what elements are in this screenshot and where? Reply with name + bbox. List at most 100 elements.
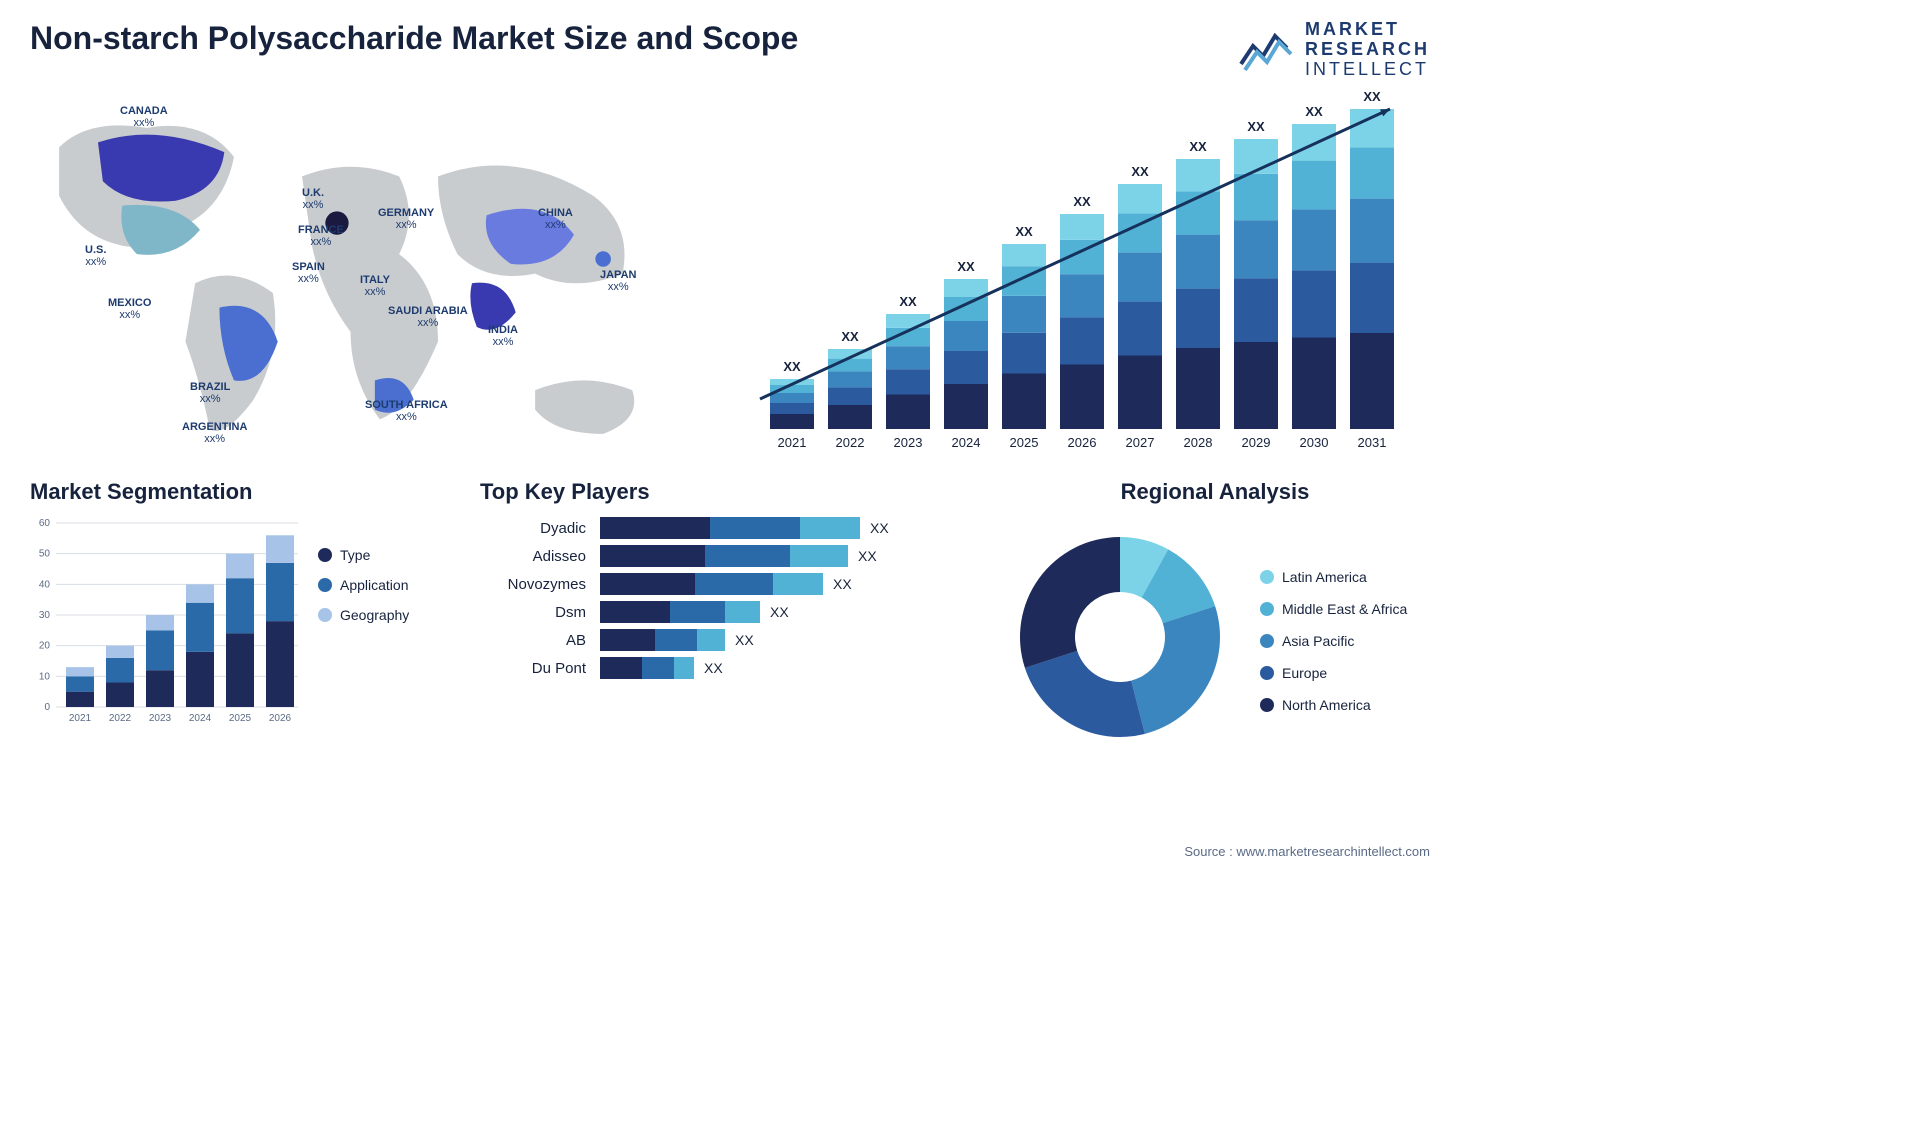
seg-bar-segment: [226, 554, 254, 579]
country-label: JAPANxx%: [600, 269, 636, 293]
growth-bar-segment: [1176, 289, 1220, 348]
seg-bar-segment: [106, 658, 134, 683]
player-bar-segment: [674, 657, 694, 679]
logo-line3: INTELLECT: [1305, 60, 1430, 80]
player-bar-segment: [773, 573, 823, 595]
legend-label: Latin America: [1282, 569, 1367, 585]
growth-bar-segment: [1176, 348, 1220, 429]
player-row: DsmXX: [480, 601, 970, 623]
country-label: SPAINxx%: [292, 261, 325, 285]
regional-panel: Regional Analysis Latin AmericaMiddle Ea…: [1000, 479, 1430, 757]
country-label: FRANCExx%: [298, 224, 344, 248]
regional-donut-svg: [1000, 517, 1240, 757]
player-row: ABXX: [480, 629, 970, 651]
seg-bar-segment: [66, 677, 94, 692]
seg-bar-segment: [266, 536, 294, 564]
player-value: XX: [860, 520, 889, 536]
growth-bar-segment: [1060, 365, 1104, 430]
growth-bar-segment: [944, 297, 988, 321]
growth-year-label: 2029: [1242, 435, 1271, 450]
player-bar-segment: [655, 629, 697, 651]
seg-bar-segment: [146, 615, 174, 630]
growth-bar-segment: [886, 314, 930, 328]
country-label: BRAZILxx%: [190, 381, 230, 405]
country-label: INDIAxx%: [488, 324, 518, 348]
growth-bar-segment: [944, 279, 988, 297]
country-label: CHINAxx%: [538, 207, 573, 231]
legend-swatch: [318, 608, 332, 622]
growth-bar-segment: [1176, 235, 1220, 289]
country-label: SOUTH AFRICAxx%: [365, 399, 448, 423]
player-value: XX: [848, 548, 877, 564]
seg-year-label: 2023: [149, 713, 172, 724]
legend-swatch: [1260, 634, 1274, 648]
growth-bar-segment: [886, 395, 930, 430]
growth-bar-segment: [1118, 214, 1162, 253]
growth-bar-segment: [1292, 338, 1336, 430]
logo-icon: [1239, 26, 1295, 74]
legend-item: North America: [1260, 697, 1407, 713]
legend-swatch: [1260, 666, 1274, 680]
growth-bar-segment: [1002, 244, 1046, 266]
players-panel: Top Key Players DyadicXXAdisseoXXNovozym…: [480, 479, 970, 757]
page-title: Non-starch Polysaccharide Market Size an…: [30, 20, 798, 57]
country-label: ITALYxx%: [360, 274, 390, 298]
growth-bar-segment: [1118, 253, 1162, 302]
growth-bar-value: XX: [957, 259, 975, 274]
seg-bar-segment: [146, 671, 174, 708]
player-bar: [600, 573, 823, 595]
legend-item: Application: [318, 577, 409, 593]
y-tick: 40: [39, 580, 51, 591]
player-row: Adisseo XX: [480, 545, 970, 567]
growth-bar-segment: [1234, 139, 1278, 174]
growth-bar-segment: [1002, 333, 1046, 374]
brand-logo: MARKET RESEARCH INTELLECT: [1239, 20, 1430, 79]
growth-bar-segment: [828, 372, 872, 388]
player-bar-segment: [697, 629, 725, 651]
seg-bar-segment: [106, 646, 134, 658]
growth-bar-value: XX: [1363, 89, 1381, 104]
segmentation-title: Market Segmentation: [30, 479, 450, 505]
growth-bar-segment: [828, 388, 872, 406]
seg-bar-segment: [226, 579, 254, 634]
legend-item: Type: [318, 547, 409, 563]
growth-bar-value: XX: [1015, 224, 1033, 239]
y-tick: 20: [39, 641, 51, 652]
legend-swatch: [318, 548, 332, 562]
legend-label: Type: [340, 547, 370, 563]
country-label: CANADAxx%: [120, 105, 168, 129]
players-title: Top Key Players: [480, 479, 970, 505]
growth-chart: XX2021XX2022XX2023XX2024XX2025XX2026XX20…: [750, 89, 1430, 469]
growth-year-label: 2028: [1184, 435, 1213, 450]
player-bar-segment: [790, 545, 848, 567]
source-text: Source : www.marketresearchintellect.com: [1184, 844, 1430, 859]
player-value: XX: [694, 660, 723, 676]
regional-title: Regional Analysis: [1000, 479, 1430, 505]
legend-item: Europe: [1260, 665, 1407, 681]
donut-slice: [1131, 606, 1220, 734]
seg-bar-segment: [266, 622, 294, 708]
segmentation-panel: Market Segmentation 01020304050602021202…: [30, 479, 450, 757]
seg-bar-segment: [226, 634, 254, 708]
growth-bar-segment: [1234, 174, 1278, 220]
legend-label: Asia Pacific: [1282, 633, 1354, 649]
growth-bar-segment: [1234, 279, 1278, 343]
country-label: U.K.xx%: [302, 187, 324, 211]
world-map-panel: CANADAxx%U.S.xx%MEXICOxx%BRAZILxx%ARGENT…: [30, 89, 710, 469]
player-bar-segment: [695, 573, 773, 595]
player-name: AB: [480, 632, 600, 649]
player-row: Du PontXX: [480, 657, 970, 679]
player-name: Adisseo: [480, 548, 600, 565]
growth-bar-segment: [944, 351, 988, 384]
growth-bar-segment: [944, 384, 988, 429]
player-bar-segment: [600, 517, 710, 539]
player-bar-segment: [710, 517, 800, 539]
donut-slice: [1025, 651, 1145, 737]
legend-item: Asia Pacific: [1260, 633, 1407, 649]
player-bar: [600, 601, 760, 623]
seg-bar-segment: [266, 563, 294, 621]
growth-year-label: 2021: [778, 435, 807, 450]
y-tick: 50: [39, 549, 51, 560]
growth-bar-segment: [1002, 374, 1046, 430]
growth-year-label: 2030: [1300, 435, 1329, 450]
